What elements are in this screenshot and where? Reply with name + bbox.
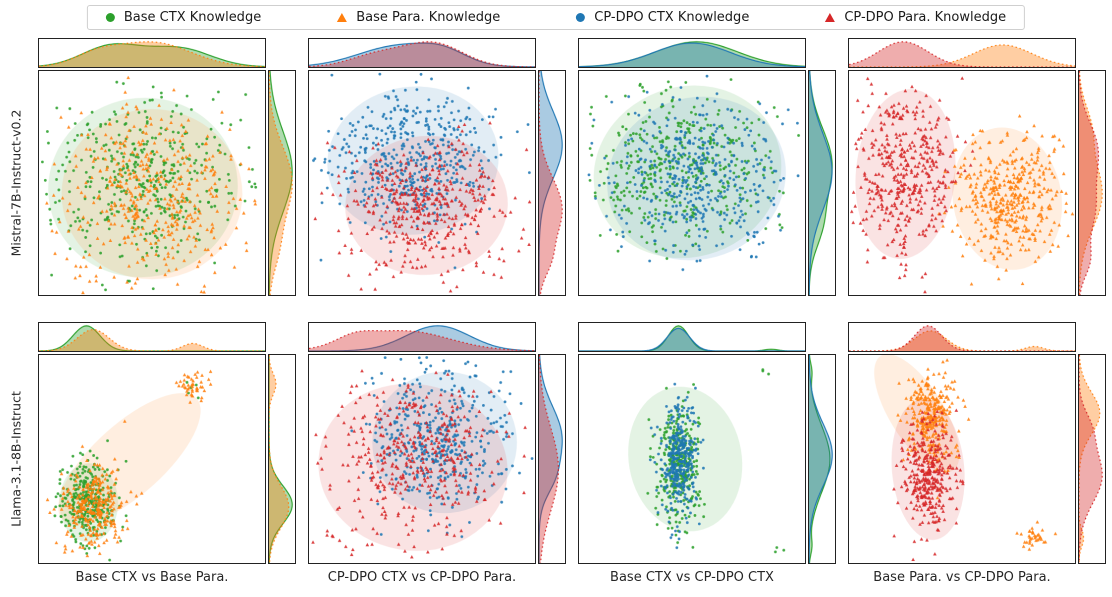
marginal-corner (538, 38, 566, 68)
legend-item-2: CP-DPO CTX Knowledge (576, 10, 749, 25)
scatter-plot-r1c1 (38, 70, 266, 296)
legend-label: CP-DPO Para. Knowledge (844, 10, 1007, 25)
plot-row-2 (38, 322, 1106, 564)
scatter-plot-r2c2 (308, 354, 536, 564)
scatter-plot-r2c4 (848, 354, 1076, 564)
column-caption-4: Base Para. vs CP-DPO Para. (873, 570, 1051, 585)
right-marginal-r2c4 (1078, 354, 1106, 564)
right-marginal-r2c3 (808, 354, 836, 564)
scatter-plot-r1c4 (848, 70, 1076, 296)
column-caption-3: Base CTX vs CP-DPO CTX (610, 570, 774, 585)
column-caption-1: Base CTX vs Base Para. (75, 570, 229, 585)
panel-group-r1c3 (578, 38, 836, 296)
marginal-corner (268, 322, 296, 352)
top-marginal-r1c4 (848, 38, 1076, 68)
panel-group-r2c3 (578, 322, 836, 564)
top-marginal-r2c4 (848, 322, 1076, 352)
right-marginal-r2c1 (268, 354, 296, 564)
right-marginal-r1c1 (268, 70, 296, 296)
legend: Base CTX Knowledge Base Para. Knowledge CP… (86, 5, 1026, 30)
marginal-corner (808, 38, 836, 68)
column-captions: Base CTX vs Base Para. CP-DPO CTX vs CP-D… (38, 570, 1076, 585)
right-marginal-r1c2 (538, 70, 566, 296)
panel-group-r1c4 (848, 38, 1106, 296)
legend-label: CP-DPO CTX Knowledge (594, 10, 750, 25)
scatter-plot-r1c2 (308, 70, 536, 296)
legend-item-3: CP-DPO Para. Knowledge (825, 10, 1006, 25)
legend-label: Base CTX Knowledge (123, 10, 262, 25)
plot-row-1 (38, 38, 1106, 296)
marginal-corner (808, 322, 836, 352)
circle-marker-icon (576, 13, 586, 22)
top-marginal-r1c1 (38, 38, 266, 68)
panel-group-r1c2 (308, 38, 566, 296)
legend-item-1: Base Para. Knowledge (337, 10, 500, 25)
top-marginal-r2c3 (578, 322, 806, 352)
marginal-corner (1078, 322, 1106, 352)
scatter-plot-r2c1 (38, 354, 266, 564)
scatter-plot-r2c3 (578, 354, 806, 564)
right-marginal-r1c3 (808, 70, 836, 296)
top-marginal-r2c1 (38, 322, 266, 352)
row-label-2: Llama-3.1-8B-Instruct (8, 391, 24, 527)
top-marginal-r1c2 (308, 38, 536, 68)
panel-group-r2c1 (38, 322, 296, 564)
plot-grid (38, 38, 1106, 564)
row-label-1: Mistral-7B-Instruct-v0.2 (8, 109, 24, 257)
top-marginal-r2c2 (308, 322, 536, 352)
marginal-corner (538, 322, 566, 352)
triangle-marker-icon (825, 13, 836, 22)
right-marginal-r2c2 (538, 354, 566, 564)
triangle-marker-icon (337, 13, 348, 22)
panel-group-r1c1 (38, 38, 296, 296)
top-marginal-r1c3 (578, 38, 806, 68)
legend-item-0: Base CTX Knowledge (105, 10, 262, 25)
panel-group-r2c2 (308, 322, 566, 564)
marginal-corner (268, 38, 296, 68)
legend-label: Base Para. Knowledge (356, 10, 501, 25)
marginal-corner (1078, 38, 1106, 68)
right-marginal-r1c4 (1078, 70, 1106, 296)
circle-marker-icon (105, 13, 115, 22)
column-caption-2: CP-DPO CTX vs CP-DPO Para. (327, 570, 517, 585)
scatter-plot-r1c3 (578, 70, 806, 296)
panel-group-r2c4 (848, 322, 1106, 564)
